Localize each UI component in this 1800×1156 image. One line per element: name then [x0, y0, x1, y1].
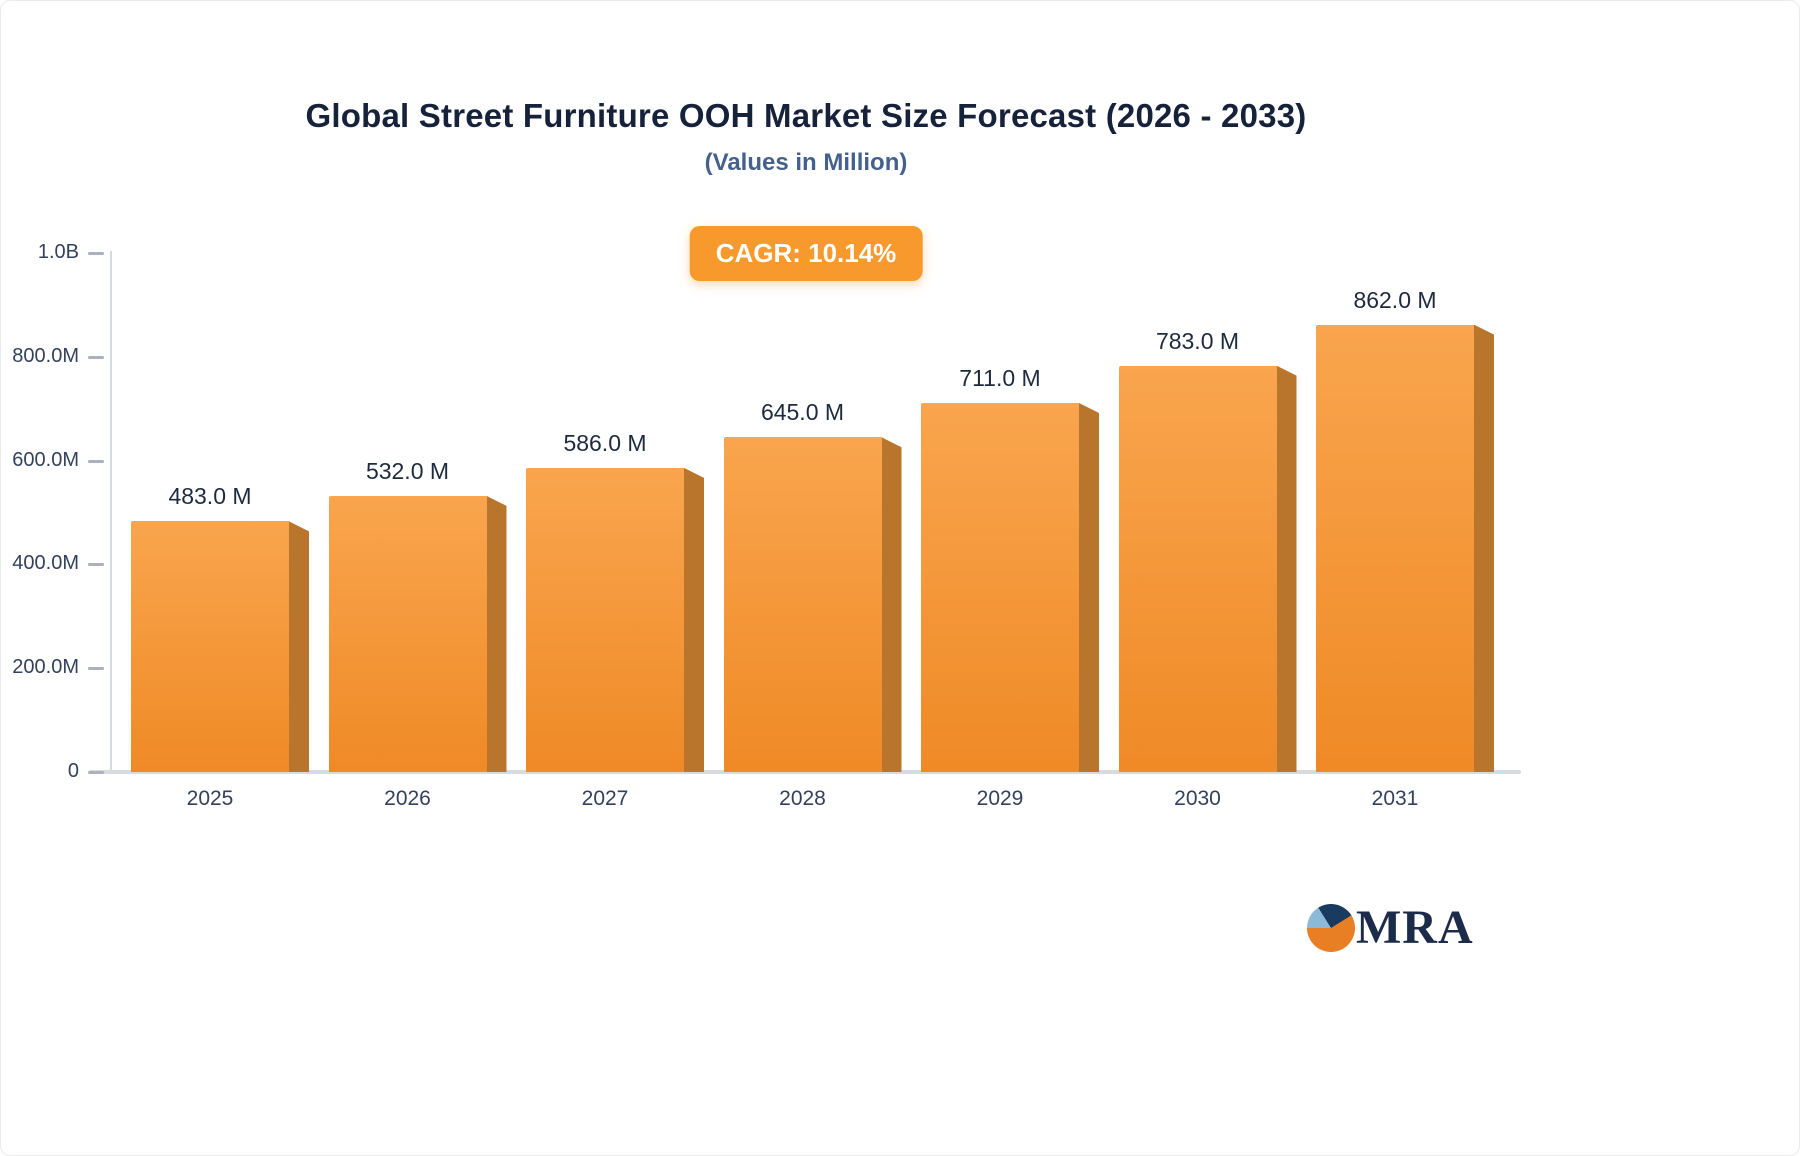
bar — [131, 521, 289, 772]
bar-group-2031 — [1316, 324, 1494, 772]
y-axis-tick-label: 1.0B — [37, 241, 79, 263]
bar-3d-side — [1079, 402, 1099, 772]
bar-3d-side — [1276, 365, 1297, 772]
y-axis-tick-mark — [88, 771, 104, 774]
y-axis-tick-mark — [88, 252, 104, 255]
x-axis-label: 2031 — [1371, 787, 1419, 810]
bar-value-label: 483.0 M — [168, 483, 252, 510]
bar — [1118, 365, 1277, 772]
bar-3d-side — [881, 437, 902, 772]
bar-value-label: 862.0 M — [1353, 286, 1437, 313]
y-axis-tick-mark — [88, 563, 104, 567]
y-axis-tick-mark — [88, 667, 104, 671]
y-axis-tick-mark — [88, 459, 104, 463]
bar-value-label: 711.0 M — [959, 364, 1041, 391]
bar — [921, 402, 1079, 772]
bar-group-2027 — [526, 467, 704, 772]
bar — [723, 437, 882, 772]
x-axis-label: 2029 — [976, 787, 1024, 810]
x-axis-label: 2026 — [384, 787, 431, 810]
bar-3d-side — [684, 467, 704, 772]
x-axis-label: 2030 — [1174, 787, 1221, 810]
y-axis-tick-label: 600.0M — [12, 448, 79, 471]
bar — [1316, 324, 1474, 772]
bar-group-2029 — [921, 402, 1099, 772]
bar-value-label: 645.0 M — [760, 399, 845, 426]
y-axis-tick-mark — [88, 355, 104, 359]
chart-subtitle: (Values in Million) — [704, 149, 908, 176]
bar-group-2026 — [328, 495, 507, 772]
bar-group-2025 — [131, 521, 309, 772]
bar-value-label: 586.0 M — [563, 429, 647, 456]
bar-value-label: 532.0 M — [365, 457, 450, 484]
bar — [526, 467, 684, 772]
x-axis-label: 2028 — [779, 787, 826, 810]
x-axis-label: 2027 — [581, 787, 629, 810]
cagr-badge: CAGR: 10.14% — [689, 226, 923, 281]
x-axis-baseline — [89, 770, 1521, 774]
bar-group-2028 — [723, 437, 902, 772]
y-axis-tick-label: 400.0M — [12, 552, 79, 575]
mra-logo-text: MRA — [1356, 901, 1474, 954]
y-axis-line — [110, 251, 112, 772]
bar-3d-side — [289, 521, 309, 772]
chart-title: Global Street Furniture OOH Market Size … — [305, 97, 1307, 134]
mra-pie-logo-icon — [1307, 904, 1355, 952]
mra-logo: MRA — [1307, 904, 1474, 952]
bar — [328, 495, 487, 772]
bar-group-2030 — [1118, 365, 1297, 772]
bar-value-label: 783.0 M — [1155, 327, 1240, 354]
y-axis-tick-label: 800.0M — [12, 344, 79, 367]
x-axis-label: 2025 — [186, 787, 234, 810]
y-axis-tick-label: 200.0M — [12, 656, 79, 679]
bar-3d-side — [486, 495, 507, 772]
y-axis-tick-label: 0 — [67, 760, 79, 782]
bar-3d-side — [1474, 324, 1494, 772]
